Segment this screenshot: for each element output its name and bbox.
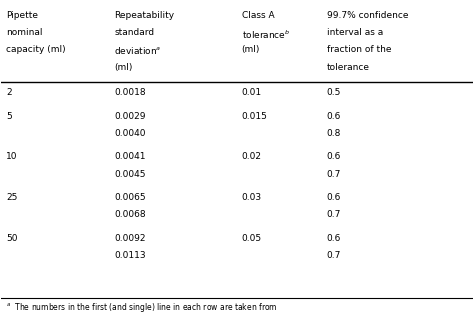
Text: 99.7% confidence: 99.7% confidence	[327, 11, 408, 20]
Text: 0.0065: 0.0065	[115, 193, 146, 202]
Text: nominal: nominal	[6, 28, 43, 37]
Text: 0.0029: 0.0029	[115, 111, 146, 120]
Text: 0.6: 0.6	[327, 111, 341, 120]
Text: fraction of the: fraction of the	[327, 45, 391, 54]
Text: 0.0041: 0.0041	[115, 152, 146, 161]
Text: 0.6: 0.6	[327, 152, 341, 161]
Text: 0.03: 0.03	[242, 193, 262, 202]
Text: tolerance: tolerance	[327, 63, 370, 72]
Text: 0.7: 0.7	[327, 170, 341, 179]
Text: 25: 25	[6, 193, 18, 202]
Text: 0.6: 0.6	[327, 234, 341, 243]
Text: 0.0018: 0.0018	[115, 88, 146, 97]
Text: 0.02: 0.02	[242, 152, 262, 161]
Text: 50: 50	[6, 234, 18, 243]
Text: Repeatability: Repeatability	[115, 11, 174, 20]
Text: 0.0040: 0.0040	[115, 129, 146, 138]
Text: 0.0045: 0.0045	[115, 170, 146, 179]
Text: 0.01: 0.01	[242, 88, 262, 97]
Text: tolerance$^b$: tolerance$^b$	[242, 28, 290, 41]
Text: 0.7: 0.7	[327, 211, 341, 220]
Text: Pipette: Pipette	[6, 11, 38, 20]
Text: 0.0092: 0.0092	[115, 234, 146, 243]
Text: 0.5: 0.5	[327, 88, 341, 97]
Text: interval as a: interval as a	[327, 28, 383, 37]
Text: 2: 2	[6, 88, 12, 97]
Text: 0.0113: 0.0113	[115, 251, 146, 260]
Text: 0.0068: 0.0068	[115, 211, 146, 220]
Text: 0.05: 0.05	[242, 234, 262, 243]
Text: 0.8: 0.8	[327, 129, 341, 138]
Text: $^a$  The numbers in the first (and single) line in each row are taken from: $^a$ The numbers in the first (and singl…	[6, 301, 278, 315]
Text: 0.015: 0.015	[242, 111, 268, 120]
Text: Class A: Class A	[242, 11, 274, 20]
Text: 5: 5	[6, 111, 12, 120]
Text: (ml): (ml)	[242, 45, 260, 54]
Text: 0.6: 0.6	[327, 193, 341, 202]
Text: (ml): (ml)	[115, 63, 133, 72]
Text: deviation$^a$: deviation$^a$	[115, 45, 162, 56]
Text: capacity (ml): capacity (ml)	[6, 45, 66, 54]
Text: 10: 10	[6, 152, 18, 161]
Text: 0.7: 0.7	[327, 251, 341, 260]
Text: standard: standard	[115, 28, 155, 37]
